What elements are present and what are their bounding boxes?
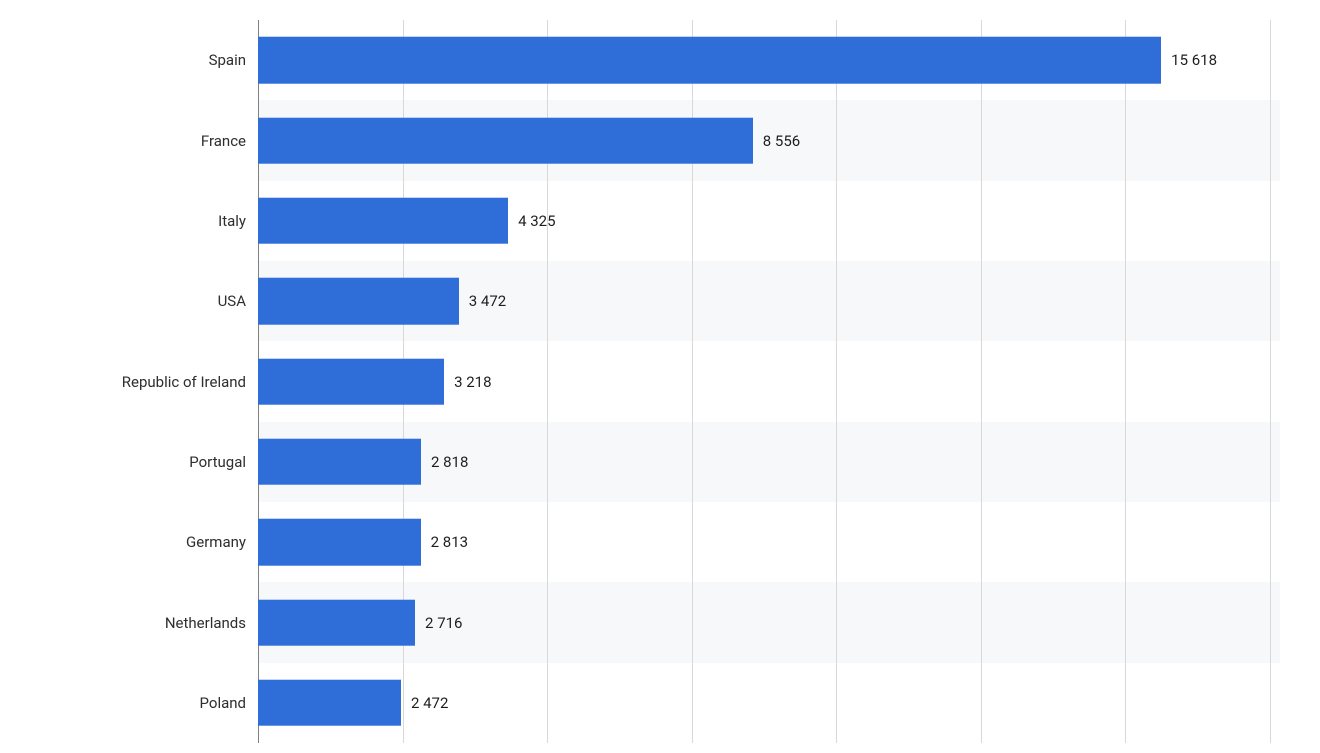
category-label: Italy	[20, 212, 246, 230]
bar[interactable]	[258, 680, 401, 727]
bar[interactable]	[258, 198, 508, 245]
bar[interactable]	[258, 37, 1161, 84]
category-label: Spain	[20, 51, 246, 69]
bar-chart: Spain 15 618 France 8 556 Italy 4 325 USA 3 472…	[20, 20, 1280, 743]
category-label: France	[20, 132, 246, 150]
category-label: Republic of Ireland	[20, 373, 246, 391]
value-label: 2 472	[411, 694, 448, 712]
category-label: Netherlands	[20, 614, 246, 632]
bar[interactable]	[258, 117, 753, 164]
value-label: 2 716	[425, 614, 462, 632]
gridline	[836, 20, 837, 743]
category-label: Portugal	[20, 453, 246, 471]
bar[interactable]	[258, 599, 415, 646]
bar[interactable]	[258, 358, 444, 405]
value-label: 2 813	[431, 533, 468, 551]
category-label: USA	[20, 292, 246, 310]
gridline	[981, 20, 982, 743]
value-label: 3 472	[469, 292, 506, 310]
value-label: 4 325	[518, 212, 555, 230]
gridline	[1125, 20, 1126, 743]
value-label: 15 618	[1171, 51, 1217, 69]
category-label: Poland	[20, 694, 246, 712]
chart-container: Spain 15 618 France 8 556 Italy 4 325 USA 3 472…	[0, 0, 1320, 753]
bar[interactable]	[258, 439, 421, 486]
value-label: 2 818	[431, 453, 468, 471]
bar[interactable]	[258, 278, 459, 325]
bar[interactable]	[258, 519, 421, 566]
value-label: 8 556	[763, 132, 800, 150]
category-label: Germany	[20, 533, 246, 551]
value-label: 3 218	[454, 373, 491, 391]
gridline	[1270, 20, 1271, 743]
